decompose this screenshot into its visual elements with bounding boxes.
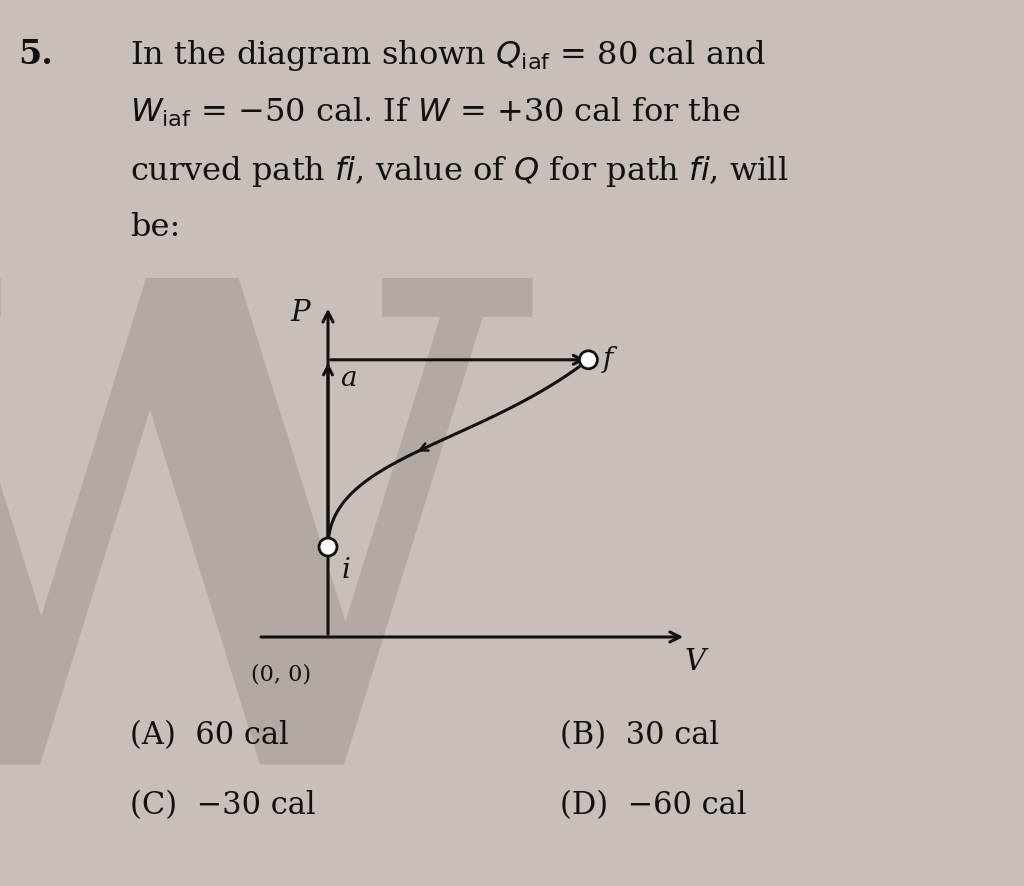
Text: 5.: 5. [18,38,53,71]
Text: curved path $fi$, value of $Q$ for path $fi$, will: curved path $fi$, value of $Q$ for path … [130,154,788,189]
Text: W: W [0,257,524,886]
Text: V: V [685,648,706,676]
Text: In the diagram shown $Q_{\mathrm{iaf}}$ = 80 cal and: In the diagram shown $Q_{\mathrm{iaf}}$ … [130,38,766,73]
Text: i: i [342,557,351,584]
Text: (C)  −30 cal: (C) −30 cal [130,790,315,821]
Text: (B)  30 cal: (B) 30 cal [560,720,719,751]
Circle shape [319,538,337,556]
Circle shape [580,351,597,369]
Text: P: P [290,299,310,327]
Text: (D)  −60 cal: (D) −60 cal [560,790,746,821]
Text: f: f [602,346,612,373]
Text: (0, 0): (0, 0) [252,663,311,685]
Text: $W_{\mathrm{iaf}}$ = −50 cal. If $W$ = +30 cal for the: $W_{\mathrm{iaf}}$ = −50 cal. If $W$ = +… [130,96,740,129]
Text: be:: be: [130,212,180,243]
Text: a: a [340,365,356,392]
Text: (A)  60 cal: (A) 60 cal [130,720,289,751]
